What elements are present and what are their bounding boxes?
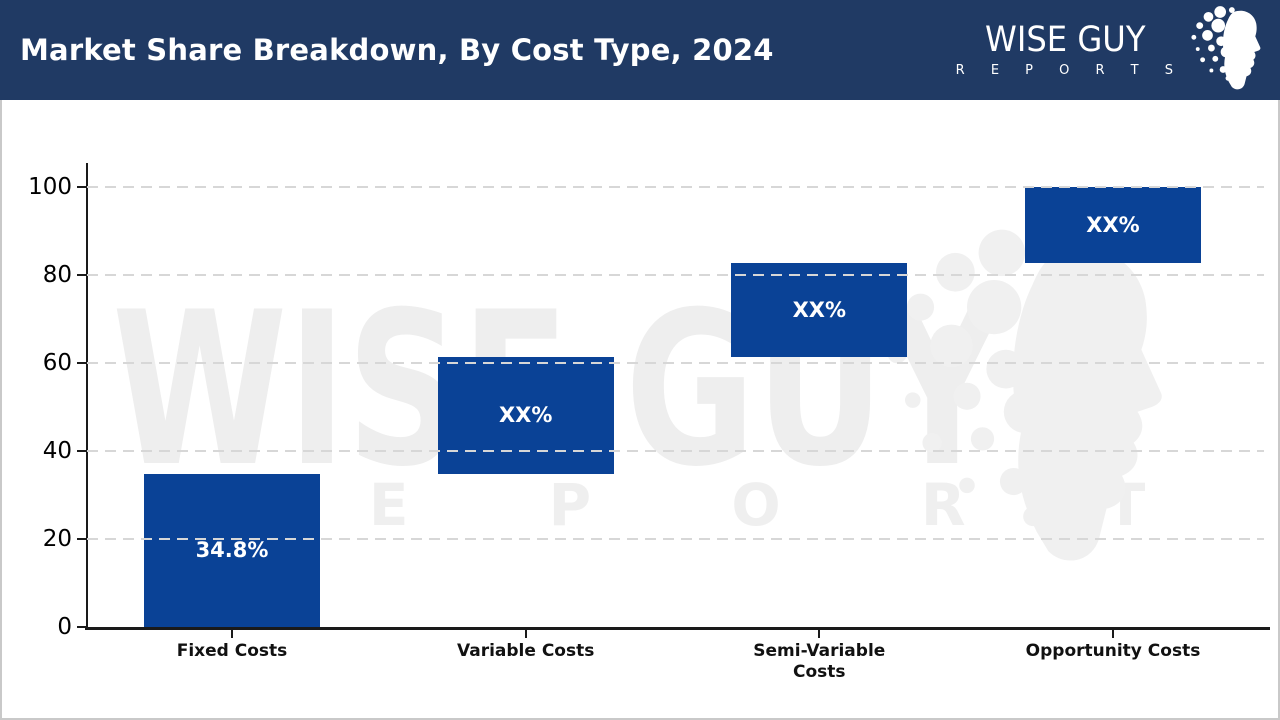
logo-subtitle: R E P O R T S xyxy=(955,63,1184,78)
page-title: Market Share Breakdown, By Cost Type, 20… xyxy=(20,33,774,67)
bar-value-label-3: XX% xyxy=(792,297,847,322)
x-axis-category-label-1: Fixed Costs xyxy=(176,641,288,661)
y-tick-mark-0 xyxy=(77,626,87,628)
logo-wordmark: WISE GUY xyxy=(984,20,1146,60)
y-tick-label-60: 60 xyxy=(42,350,72,376)
x-axis-category-label-2: Variable Costs xyxy=(457,641,595,661)
x-tick-mark-1 xyxy=(231,630,233,638)
y-gridline-40 xyxy=(87,450,1264,452)
bar-value-label-4: XX% xyxy=(1086,213,1140,238)
brand-logo: WISE GUY R E P O R T S xyxy=(946,0,1266,100)
y-tick-label-100: 100 xyxy=(28,174,72,200)
y-tick-label-80: 80 xyxy=(42,262,72,288)
y-gridline-100 xyxy=(87,186,1264,188)
y-tick-mark-100 xyxy=(77,186,87,188)
x-tick-mark-3 xyxy=(818,630,821,638)
waterfall-bar-3 xyxy=(731,263,908,357)
y-axis-line xyxy=(86,163,88,629)
waterfall-bar-4 xyxy=(1025,187,1201,264)
y-gridline-80 xyxy=(87,274,1264,276)
y-gridline-20 xyxy=(87,538,1264,540)
header-banner: Market Share Breakdown, By Cost Type, 20… xyxy=(0,0,1280,100)
x-tick-mark-4 xyxy=(1112,630,1114,638)
logo-text: WISE GUY R E P O R T S xyxy=(946,20,1184,78)
bar-value-label-1: 34.8% xyxy=(195,538,269,563)
bar-value-label-2: XX% xyxy=(498,403,553,428)
dotted-face-profile-icon xyxy=(1188,6,1266,94)
x-axis-category-label-4: Opportunity Costs xyxy=(1025,641,1201,661)
chart-region: WISE GUY R E P O R T S 0 20 40 60 80 100 34.8%… xyxy=(0,100,1280,720)
x-axis-category-label-3: Semi-Variable Costs xyxy=(753,641,886,683)
y-tick-label-0: 0 xyxy=(57,614,72,640)
y-tick-mark-60 xyxy=(77,362,87,364)
watermark-dotted-face-icon xyxy=(874,228,1184,580)
y-tick-mark-40 xyxy=(77,450,87,452)
waterfall-bar-1 xyxy=(144,473,320,627)
y-tick-mark-80 xyxy=(77,274,87,276)
y-tick-mark-20 xyxy=(77,538,87,540)
waterfall-bar-2 xyxy=(437,356,614,474)
y-gridline-60 xyxy=(87,362,1264,364)
x-axis-line xyxy=(85,627,1270,630)
x-tick-mark-2 xyxy=(524,630,527,638)
y-tick-label-20: 20 xyxy=(42,526,72,552)
y-tick-label-40: 40 xyxy=(42,438,72,464)
